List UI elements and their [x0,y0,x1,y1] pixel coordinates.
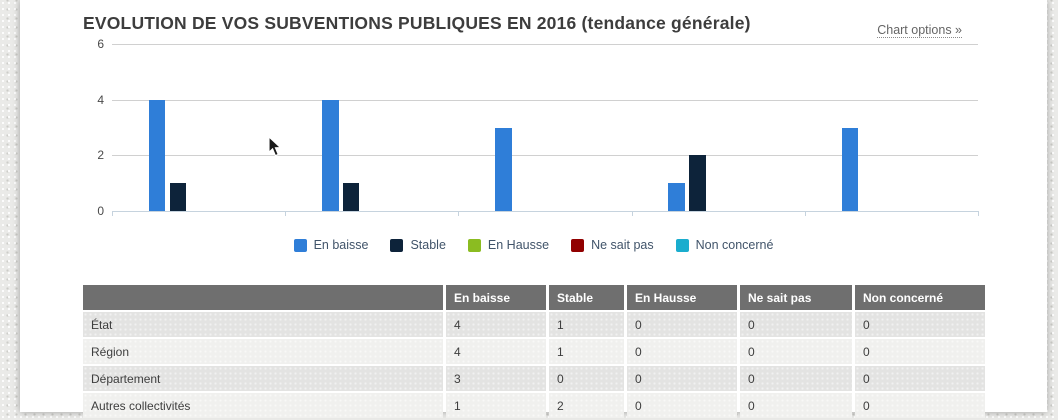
mouse-cursor [268,136,282,157]
bar-en-baisse[interactable] [841,127,859,211]
chart-options-link[interactable]: Chart options » [877,23,962,38]
value-cell: 0 [627,339,737,364]
x-axis-tick [285,211,287,216]
column-header [83,285,443,310]
value-cell: 0 [740,393,852,418]
y-axis-label: 2 [97,148,104,163]
column-header: Ne sait pas [740,285,852,310]
row-label-cell: Région [83,339,443,364]
bar-en-baisse[interactable] [321,99,339,211]
value-cell: 4 [446,339,546,364]
value-cell: 0 [855,312,985,337]
x-axis-tick [978,211,979,216]
y-axis-label: 0 [97,204,104,218]
column-header: Stable [549,285,624,310]
legend-swatch-stable [390,238,404,252]
data-table: En baisse Stable En Hausse Ne sait pas Non c… [80,283,988,420]
gridline-y4 [112,99,978,101]
legend-item-stable[interactable]: Stable [390,238,446,252]
legend-item-ne-sait-pas[interactable]: Ne sait pas [571,238,654,252]
y-axis-label: 4 [97,92,104,107]
value-cell: 0 [627,312,737,337]
bar-stable[interactable] [342,183,360,211]
legend-label: En baisse [313,238,369,252]
value-cell: 2 [549,393,624,418]
bar-en-baisse[interactable] [495,127,512,211]
content-card: EVOLUTION DE VOS SUBVENTIONS PUBLIQUES E… [20,0,1047,418]
gridline-y6 [112,44,978,45]
column-header: En baisse [446,285,546,310]
value-cell: 0 [740,312,852,337]
x-axis-tick [804,211,806,216]
column-header: En Hausse [627,285,737,310]
chart-legend: En baisse Stable En Hausse Ne sait pas Non c… [20,238,1047,252]
bar-en-baisse[interactable] [668,183,685,211]
bar-stable[interactable] [169,183,187,211]
value-cell: 0 [740,339,852,364]
table-row: Département 3 0 0 0 0 [83,366,985,391]
value-cell: 0 [855,339,985,364]
value-cell: 1 [549,312,624,337]
x-axis-line [112,211,978,212]
value-cell: 1 [446,393,546,418]
value-cell: 0 [627,393,737,418]
table-row: État 4 1 0 0 0 [83,312,985,337]
value-cell: 3 [446,366,546,391]
legend-label: Stable [410,238,446,252]
legend-swatch-en-baisse [293,238,307,252]
legend-item-en-baisse[interactable]: En baisse [293,238,369,252]
legend-item-en-hausse[interactable]: En Hausse [467,238,550,252]
gridline-y2 [112,155,978,157]
row-label-cell: Autres collectivités [83,393,443,418]
value-cell: 1 [549,339,624,364]
legend-swatch-non-concerne [675,238,689,252]
value-cell: 0 [549,366,624,391]
legend-swatch-en-hausse [467,238,481,252]
table-header-row: En baisse Stable En Hausse Ne sait pas Non c… [83,285,985,310]
legend-label: En Hausse [487,238,550,252]
legend-label: Non concerné [695,238,774,252]
legend-label: Ne sait pas [591,238,654,252]
value-cell: 0 [855,366,985,391]
value-cell: 0 [740,366,852,391]
x-axis-tick [112,211,113,216]
value-cell: 0 [855,393,985,418]
y-axis-label: 6 [97,37,104,51]
page-title: EVOLUTION DE VOS SUBVENTIONS PUBLIQUES E… [83,12,751,33]
x-axis-tick [458,211,460,216]
legend-item-non-concerne[interactable]: Non concerné [675,238,774,252]
bar-en-baisse[interactable] [148,99,166,211]
value-cell: 4 [446,312,546,337]
value-cell: 0 [627,366,737,391]
plot-area [112,44,978,212]
table-row: Autres collectivités 1 2 0 0 0 [83,393,985,418]
x-axis-tick [631,211,633,216]
row-label-cell: Département [83,366,443,391]
row-label-cell: État [83,312,443,337]
column-header: Non concerné [855,285,985,310]
legend-swatch-ne-sait-pas [571,238,585,252]
table-row: Région 4 1 0 0 0 [83,339,985,364]
bar-stable[interactable] [689,155,706,211]
